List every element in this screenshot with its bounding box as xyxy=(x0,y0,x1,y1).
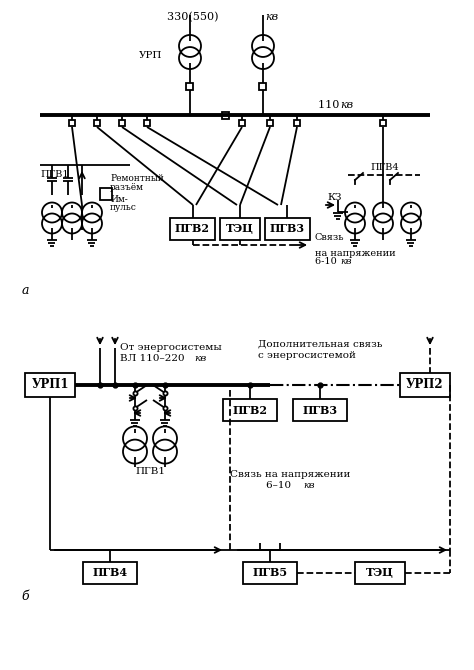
Text: 6-10: 6-10 xyxy=(315,257,340,266)
Text: кв: кв xyxy=(265,12,278,22)
Bar xyxy=(170,218,215,240)
Text: ТЭЦ: ТЭЦ xyxy=(226,224,254,234)
Text: на напряжении: на напряжении xyxy=(315,249,396,258)
Text: УРП1: УРП1 xyxy=(31,379,69,391)
Text: ПГВ1: ПГВ1 xyxy=(135,467,165,476)
Text: ПГВ4: ПГВ4 xyxy=(92,567,128,578)
Text: Дополнительная связь: Дополнительная связь xyxy=(258,340,383,349)
Bar xyxy=(119,120,125,126)
Bar xyxy=(265,218,310,240)
Text: разъём: разъём xyxy=(110,183,144,192)
Bar xyxy=(144,120,150,126)
Bar xyxy=(94,120,100,126)
Text: а: а xyxy=(21,283,29,297)
Bar xyxy=(186,82,193,90)
Bar xyxy=(222,111,229,119)
Bar xyxy=(355,562,405,584)
Bar xyxy=(400,373,450,397)
Text: От энергосистемы: От энергосистемы xyxy=(120,343,222,352)
Text: ТЭЦ: ТЭЦ xyxy=(366,567,394,578)
Text: Ремонтный: Ремонтный xyxy=(110,174,164,183)
Text: Им-: Им- xyxy=(110,195,128,204)
Text: пульс: пульс xyxy=(110,203,137,212)
Text: ПГВ5: ПГВ5 xyxy=(253,567,288,578)
Text: б: б xyxy=(21,590,29,604)
Bar xyxy=(380,120,386,126)
Text: кв: кв xyxy=(303,481,315,490)
Bar xyxy=(239,120,245,126)
Bar xyxy=(69,120,75,126)
Text: 6–10: 6–10 xyxy=(266,481,294,490)
Text: Связь на напряжении: Связь на напряжении xyxy=(230,470,350,479)
Text: кв: кв xyxy=(340,100,353,110)
Text: УРП2: УРП2 xyxy=(406,379,444,391)
Bar xyxy=(294,120,300,126)
Bar xyxy=(220,218,260,240)
Bar xyxy=(223,399,277,421)
Text: ПГВ3: ПГВ3 xyxy=(270,224,305,234)
Text: ПГВ2: ПГВ2 xyxy=(233,405,267,415)
Text: кв: кв xyxy=(194,354,206,363)
Text: ПГВ4: ПГВ4 xyxy=(370,163,399,172)
Bar xyxy=(259,82,266,90)
Text: кв: кв xyxy=(340,257,352,266)
Bar xyxy=(100,188,112,200)
Text: ПГВ2: ПГВ2 xyxy=(175,224,210,234)
Text: Связь: Связь xyxy=(315,233,345,242)
Text: 330(550): 330(550) xyxy=(167,12,222,22)
Bar xyxy=(293,399,347,421)
Bar xyxy=(25,373,75,397)
Text: ВЛ 110–220: ВЛ 110–220 xyxy=(120,354,188,363)
Text: УРП: УРП xyxy=(138,50,162,60)
Bar xyxy=(267,120,273,126)
Bar xyxy=(243,562,297,584)
Text: ПГВ3: ПГВ3 xyxy=(302,405,337,415)
Bar xyxy=(83,562,137,584)
Text: КЗ: КЗ xyxy=(327,194,341,202)
Text: 110: 110 xyxy=(318,100,343,110)
Text: с энергосистемой: с энергосистемой xyxy=(258,351,356,360)
Text: ПГВ1: ПГВ1 xyxy=(40,170,69,179)
